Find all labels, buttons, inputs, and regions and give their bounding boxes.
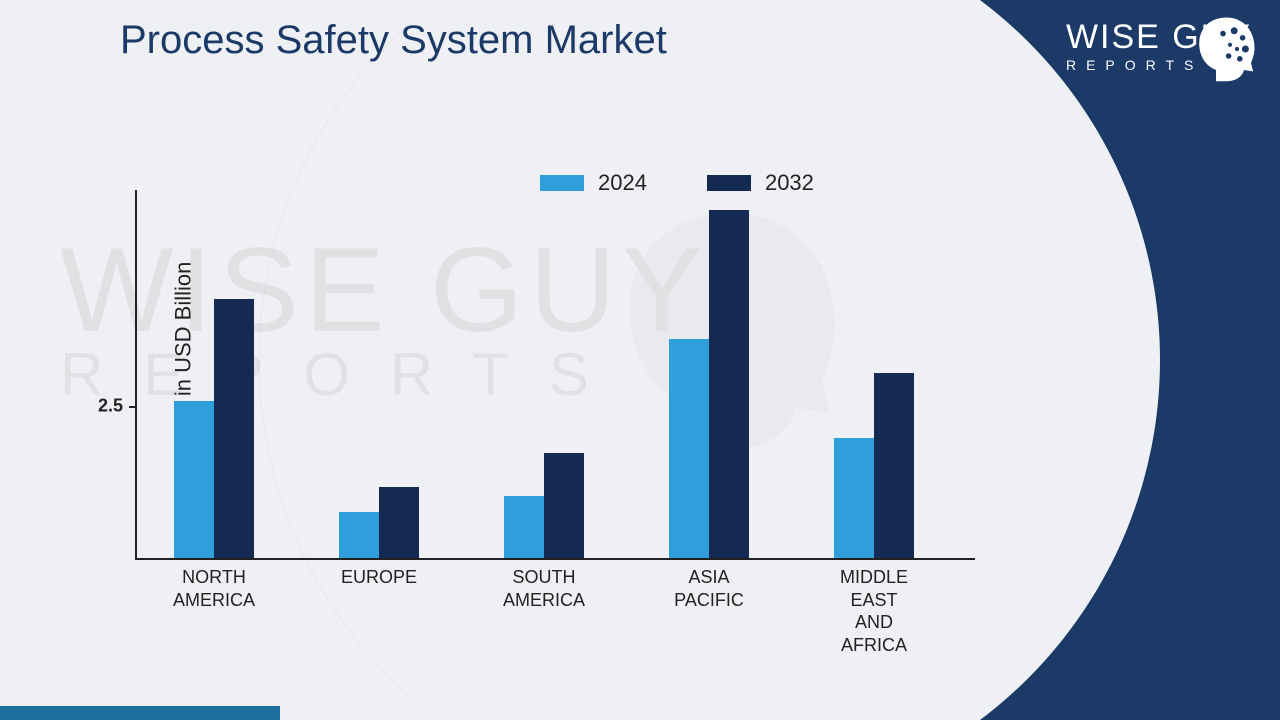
bar [339, 512, 379, 558]
chart-title: Process Safety System Market [120, 18, 667, 63]
head-icon [1188, 14, 1258, 84]
brand-logo: WISE GUY REPORTS [1066, 18, 1252, 73]
legend-item: 2032 [707, 170, 814, 196]
footer-accent-bar [0, 706, 280, 720]
bar [174, 401, 214, 558]
bar-group: ASIAPACIFIC [644, 210, 774, 558]
bar [874, 373, 914, 558]
bar-group: MIDDLEEASTANDAFRICA [809, 373, 939, 558]
bar-group: EUROPE [314, 487, 444, 558]
bar [214, 299, 254, 558]
legend-swatch [540, 175, 584, 191]
legend-label: 2024 [598, 170, 647, 196]
legend-swatch [707, 175, 751, 191]
bar [379, 487, 419, 558]
bar [504, 496, 544, 558]
x-axis-label: ASIAPACIFIC [629, 558, 789, 611]
bar-group: NORTHAMERICA [149, 299, 279, 558]
x-axis-label: EUROPE [299, 558, 459, 589]
bar [709, 210, 749, 558]
legend-item: 2024 [540, 170, 647, 196]
plot-area: 2.5NORTHAMERICAEUROPESOUTHAMERICAASIAPAC… [135, 190, 975, 560]
legend-label: 2032 [765, 170, 814, 196]
x-axis-label: NORTHAMERICA [134, 558, 294, 611]
bar [669, 339, 709, 558]
chart: Market Size in USD Billion 2.5NORTHAMERI… [105, 190, 975, 590]
bar-group: SOUTHAMERICA [479, 453, 609, 558]
x-axis-label: SOUTHAMERICA [464, 558, 624, 611]
stage: WISE GUY REPORTS WISE GUY REPORTS Proces… [0, 0, 1280, 720]
bar [544, 453, 584, 558]
legend: 2024 2032 [540, 170, 814, 196]
y-tick-label: 2.5 [98, 395, 137, 416]
bar [834, 438, 874, 558]
x-axis-label: MIDDLEEASTANDAFRICA [794, 558, 954, 656]
